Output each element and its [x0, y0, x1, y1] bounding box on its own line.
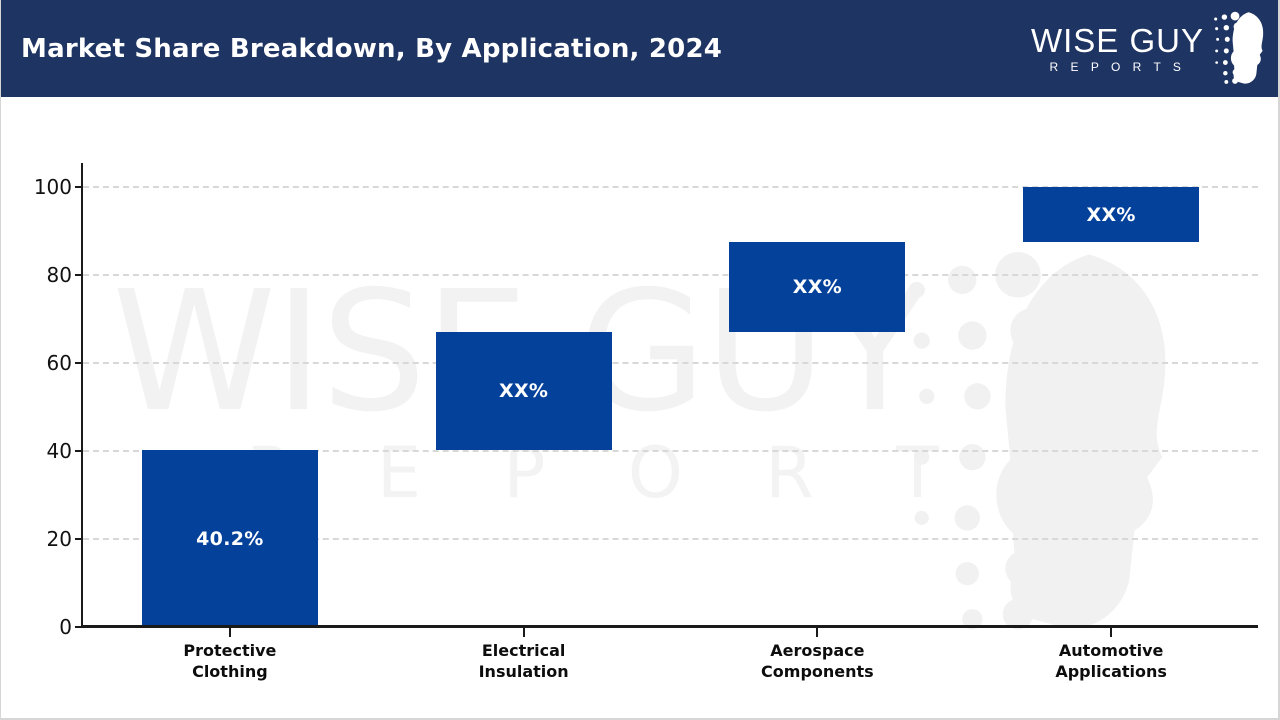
bar-value-label: XX% — [499, 380, 549, 403]
watermark-reports: R E P O R T S — [246, 432, 1096, 514]
x-axis-line — [81, 625, 1258, 628]
x-tick-label-protective-clothing: Protective Clothing — [183, 641, 277, 681]
header-bar: Market Share Breakdown, By Application, … — [0, 0, 1280, 97]
gridline — [83, 538, 1258, 540]
y-axis-line — [81, 163, 83, 628]
x-tick-mark — [228, 628, 231, 637]
bar-value-label: 40.2% — [196, 527, 264, 550]
wise-guy-logo: WISE GUY R E P O R T S — [1031, 6, 1266, 92]
y-tick-mark — [75, 362, 83, 364]
y-tick-mark — [75, 274, 83, 276]
x-tick-label-electrical-insulation: Electrical Insulation — [478, 641, 569, 681]
gridline — [83, 450, 1258, 452]
y-tick-mark — [75, 450, 83, 452]
gridline — [83, 274, 1258, 276]
bar-automotive-applications: XX% — [1023, 187, 1200, 243]
watermark-dotted-head — [908, 252, 1166, 630]
bar-electrical-insulation: XX% — [435, 332, 612, 451]
logo-sub-text: R E P O R T S — [1049, 60, 1186, 74]
y-tick-mark — [75, 538, 83, 540]
y-tick-mark — [75, 186, 83, 188]
x-tick-mark — [816, 628, 819, 637]
x-tick-mark — [522, 628, 525, 637]
x-tick-label-aerospace-components: Aerospace Components — [761, 641, 874, 681]
logo-name-text: WISE GUY — [1030, 22, 1204, 59]
chart-title: Market Share Breakdown, By Application, … — [21, 33, 723, 64]
y-tick-label: 0 — [59, 615, 72, 639]
bar-protective-clothing: 40.2% — [141, 450, 318, 627]
y-tick-label: 100 — [33, 175, 72, 199]
bar-aerospace-components: XX% — [729, 242, 906, 333]
x-tick-mark — [1110, 628, 1113, 637]
y-tick-label: 20 — [46, 527, 72, 551]
y-tick-label: 60 — [46, 351, 72, 375]
x-tick-label-automotive-applications: Automotive Applications — [1055, 641, 1167, 681]
gridline — [83, 362, 1258, 364]
bar-value-label: XX% — [792, 276, 842, 299]
gridline — [83, 186, 1258, 188]
y-tick-label: 80 — [46, 263, 72, 287]
y-tick-mark — [75, 626, 83, 628]
dotted-head-icon — [1214, 11, 1264, 84]
bar-value-label: XX% — [1086, 203, 1136, 226]
y-tick-label: 40 — [46, 439, 72, 463]
